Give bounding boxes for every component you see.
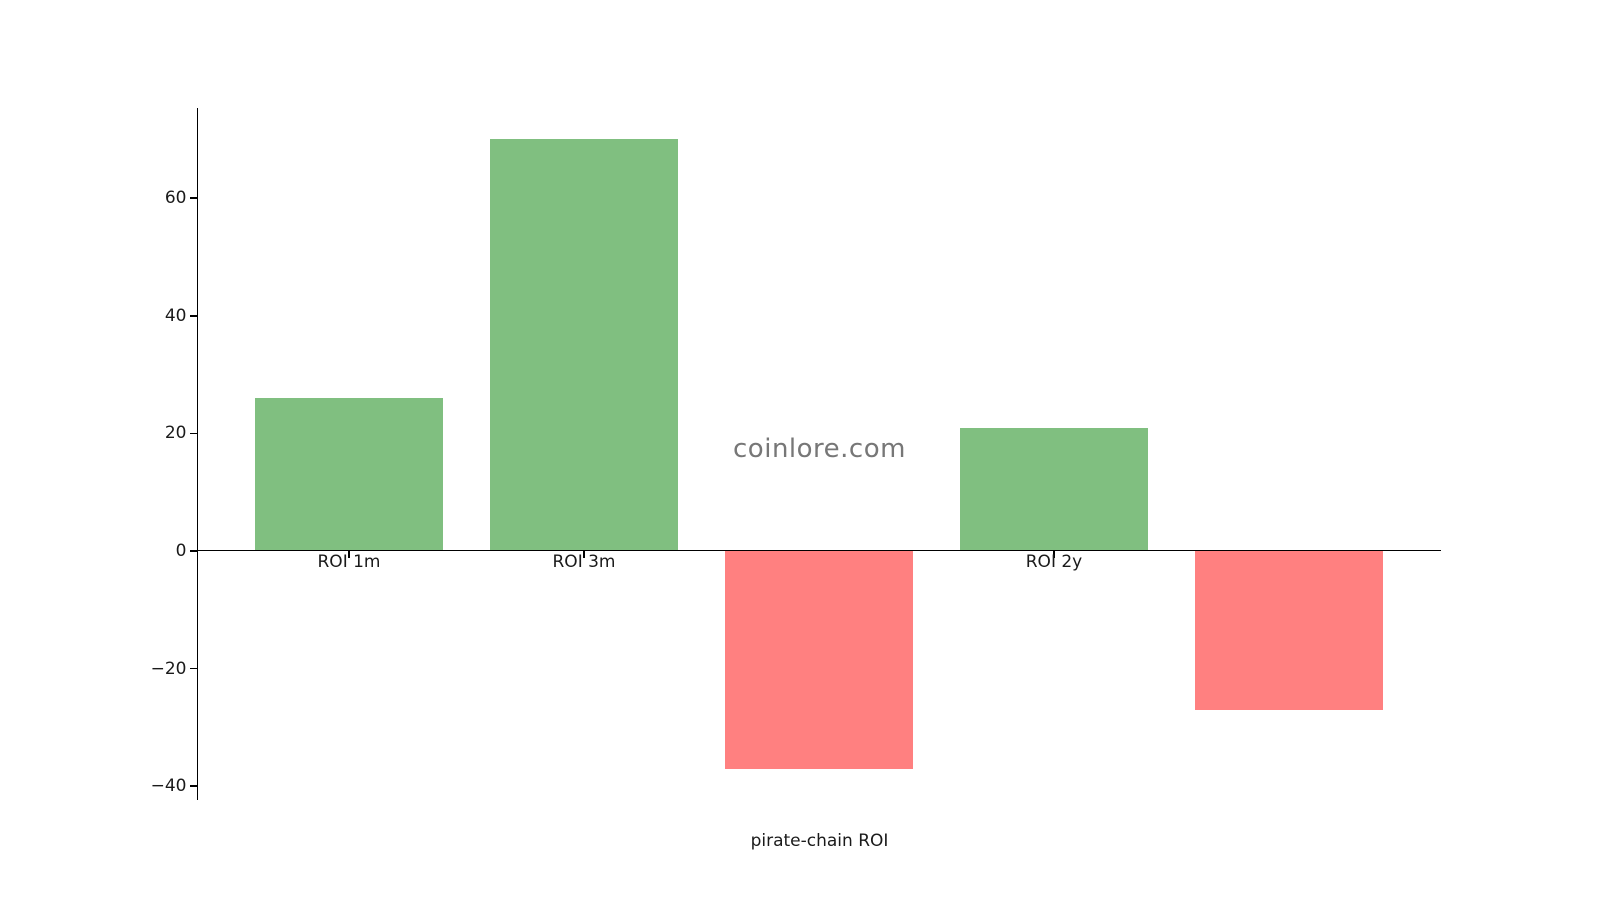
y-tick-label: 60 <box>164 188 187 209</box>
y-tick <box>189 785 197 787</box>
bar-roi-3m <box>490 139 678 551</box>
y-tick <box>189 667 197 670</box>
bar-roi-2y <box>960 427 1148 551</box>
chart-title: pirate-chain ROI <box>750 831 889 851</box>
bar-roi-1m <box>255 398 443 551</box>
watermark-text: coinlore.com <box>733 434 906 464</box>
x-axis-line <box>198 549 1441 551</box>
y-tick-label: 20 <box>164 423 187 444</box>
y-tick-label: −40 <box>150 776 187 797</box>
bar <box>725 551 913 769</box>
x-tick <box>348 551 350 558</box>
x-tick <box>1053 551 1055 558</box>
y-tick <box>189 432 197 435</box>
x-tick <box>583 551 585 558</box>
y-tick <box>189 315 197 317</box>
x-tick-label: ROI 3m <box>552 552 616 572</box>
y-tick-label: 40 <box>164 305 187 326</box>
y-tick <box>189 550 197 552</box>
y-tick-label: −20 <box>150 658 187 679</box>
y-tick-label: 0 <box>175 541 187 561</box>
x-tick-label: ROI 1m <box>317 552 381 572</box>
x-tick-label: ROI 2y <box>1025 552 1083 572</box>
y-axis-line <box>196 108 198 800</box>
bar <box>1195 551 1383 710</box>
y-tick <box>189 197 197 199</box>
